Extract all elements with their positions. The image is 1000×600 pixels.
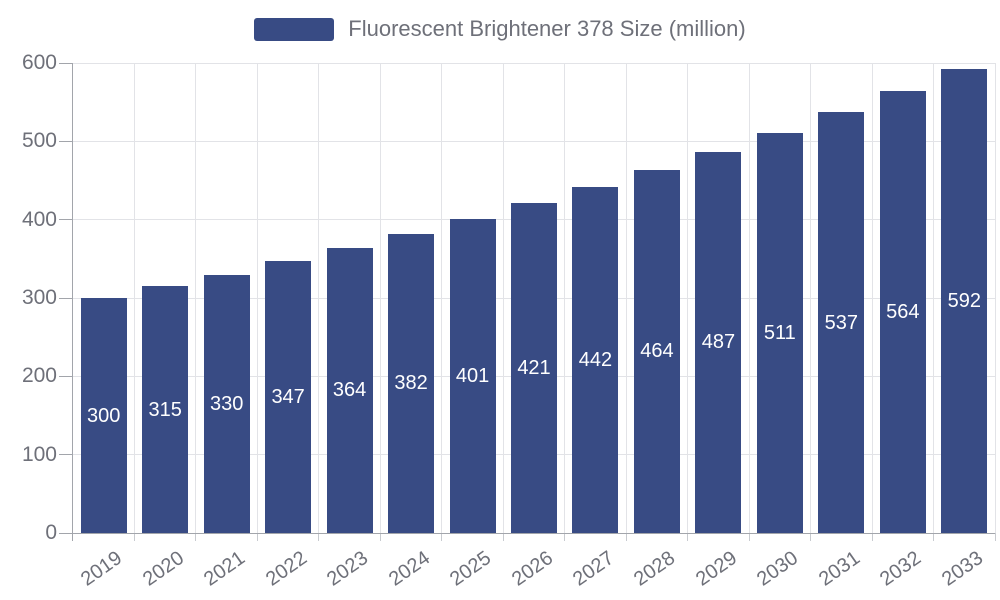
gridline-vertical xyxy=(133,63,135,533)
y-axis-tick xyxy=(59,375,73,377)
y-axis-line xyxy=(72,63,73,541)
x-axis-label: 2029 xyxy=(691,547,742,591)
gridline-vertical xyxy=(195,63,197,533)
x-axis-tick xyxy=(810,533,812,541)
bar-value-label: 487 xyxy=(701,331,736,354)
gridline-vertical xyxy=(441,63,443,533)
x-axis-label: 2022 xyxy=(261,547,311,591)
bar-value-label: 511 xyxy=(763,321,796,344)
y-axis-label: 400 xyxy=(21,207,57,231)
gridline-vertical xyxy=(564,63,566,533)
x-axis-tick xyxy=(625,533,627,541)
gridline-vertical xyxy=(748,63,750,533)
bar-value-label: 592 xyxy=(947,290,981,313)
x-axis-tick xyxy=(502,533,504,541)
bar-value-label: 315 xyxy=(148,398,182,421)
x-axis-label: 2033 xyxy=(937,547,987,591)
gridline-vertical xyxy=(502,63,504,533)
x-axis-label: 2030 xyxy=(753,547,803,591)
x-axis-label: 2020 xyxy=(138,547,188,591)
x-axis-tick xyxy=(379,533,381,541)
y-axis-tick xyxy=(59,532,73,534)
y-axis-tick xyxy=(59,219,73,221)
y-axis-tick xyxy=(59,62,73,64)
gridline-vertical xyxy=(379,63,381,533)
bar-value-label: 464 xyxy=(640,340,674,363)
x-axis-label: 2023 xyxy=(323,547,373,591)
y-axis-label: 0 xyxy=(45,521,57,544)
bar-value-label: 300 xyxy=(87,404,121,427)
y-axis-label: 100 xyxy=(21,442,57,466)
y-axis-label: 300 xyxy=(21,286,57,309)
bar[interactable] xyxy=(142,286,189,533)
bar-value-label: 564 xyxy=(886,301,920,324)
bar-value-label: 364 xyxy=(332,379,367,402)
x-axis-label: 2032 xyxy=(876,547,926,591)
x-axis-line xyxy=(73,532,995,534)
gridline-vertical xyxy=(871,63,873,533)
y-axis-label: 200 xyxy=(21,364,57,388)
x-axis-tick xyxy=(933,533,935,541)
legend-label: Fluorescent Brightener 378 Size (million… xyxy=(348,16,746,41)
x-axis-label: 2021 xyxy=(200,547,250,591)
y-axis-tick xyxy=(59,454,73,456)
bar[interactable] xyxy=(388,233,435,533)
x-axis-label: 2027 xyxy=(569,547,619,591)
x-axis-label: 2024 xyxy=(384,547,434,591)
bar[interactable] xyxy=(80,298,127,533)
bar[interactable] xyxy=(265,261,312,533)
y-axis-tick xyxy=(59,140,73,142)
bar[interactable] xyxy=(941,69,988,533)
gridline-vertical xyxy=(256,63,258,533)
x-axis-tick xyxy=(133,533,135,541)
bar[interactable] xyxy=(879,91,926,533)
x-axis-tick xyxy=(994,533,996,541)
bar-value-label: 382 xyxy=(394,372,428,395)
bar-value-label: 330 xyxy=(209,392,244,415)
legend-swatch xyxy=(254,17,335,41)
gridline-horizontal xyxy=(73,62,995,64)
bar[interactable] xyxy=(449,218,496,533)
x-axis-tick xyxy=(687,533,689,541)
x-axis-label: 2028 xyxy=(630,547,680,591)
gridline-vertical xyxy=(994,63,996,533)
gridline-vertical xyxy=(318,63,320,533)
gridline-vertical xyxy=(933,63,935,533)
x-axis-tick xyxy=(564,533,566,541)
bar-value-label: 347 xyxy=(271,386,305,409)
gridline-vertical xyxy=(625,63,627,533)
bar-value-label: 401 xyxy=(455,364,490,387)
x-axis-tick xyxy=(871,533,873,541)
y-axis-label: 600 xyxy=(21,51,57,74)
y-axis-label: 500 xyxy=(21,129,57,153)
x-axis-tick xyxy=(318,533,320,541)
bar-value-label: 421 xyxy=(517,357,551,380)
bar-value-label: 442 xyxy=(578,348,613,371)
bar[interactable] xyxy=(756,132,803,533)
legend-item[interactable]: Fluorescent Brightener 378 Size (million… xyxy=(0,16,1000,42)
bar[interactable] xyxy=(572,186,619,533)
x-axis-label: 2019 xyxy=(77,547,127,591)
x-axis-label: 2031 xyxy=(814,547,864,591)
gridline-horizontal xyxy=(73,140,995,142)
x-axis-label: 2025 xyxy=(446,547,496,591)
bar[interactable] xyxy=(695,151,742,533)
bar[interactable] xyxy=(326,247,373,533)
y-axis-tick xyxy=(59,297,73,299)
gridline-vertical xyxy=(810,63,812,533)
x-axis-label: 2026 xyxy=(507,547,557,591)
bar[interactable] xyxy=(633,169,680,533)
x-axis-tick xyxy=(195,533,197,541)
x-axis-tick xyxy=(441,533,443,541)
gridline-vertical xyxy=(687,63,689,533)
bar[interactable] xyxy=(511,203,557,533)
bar[interactable] xyxy=(203,274,250,533)
bar-value-label: 537 xyxy=(824,311,859,334)
x-axis-tick xyxy=(748,533,750,541)
bar[interactable] xyxy=(818,112,865,533)
x-axis-tick xyxy=(256,533,258,541)
